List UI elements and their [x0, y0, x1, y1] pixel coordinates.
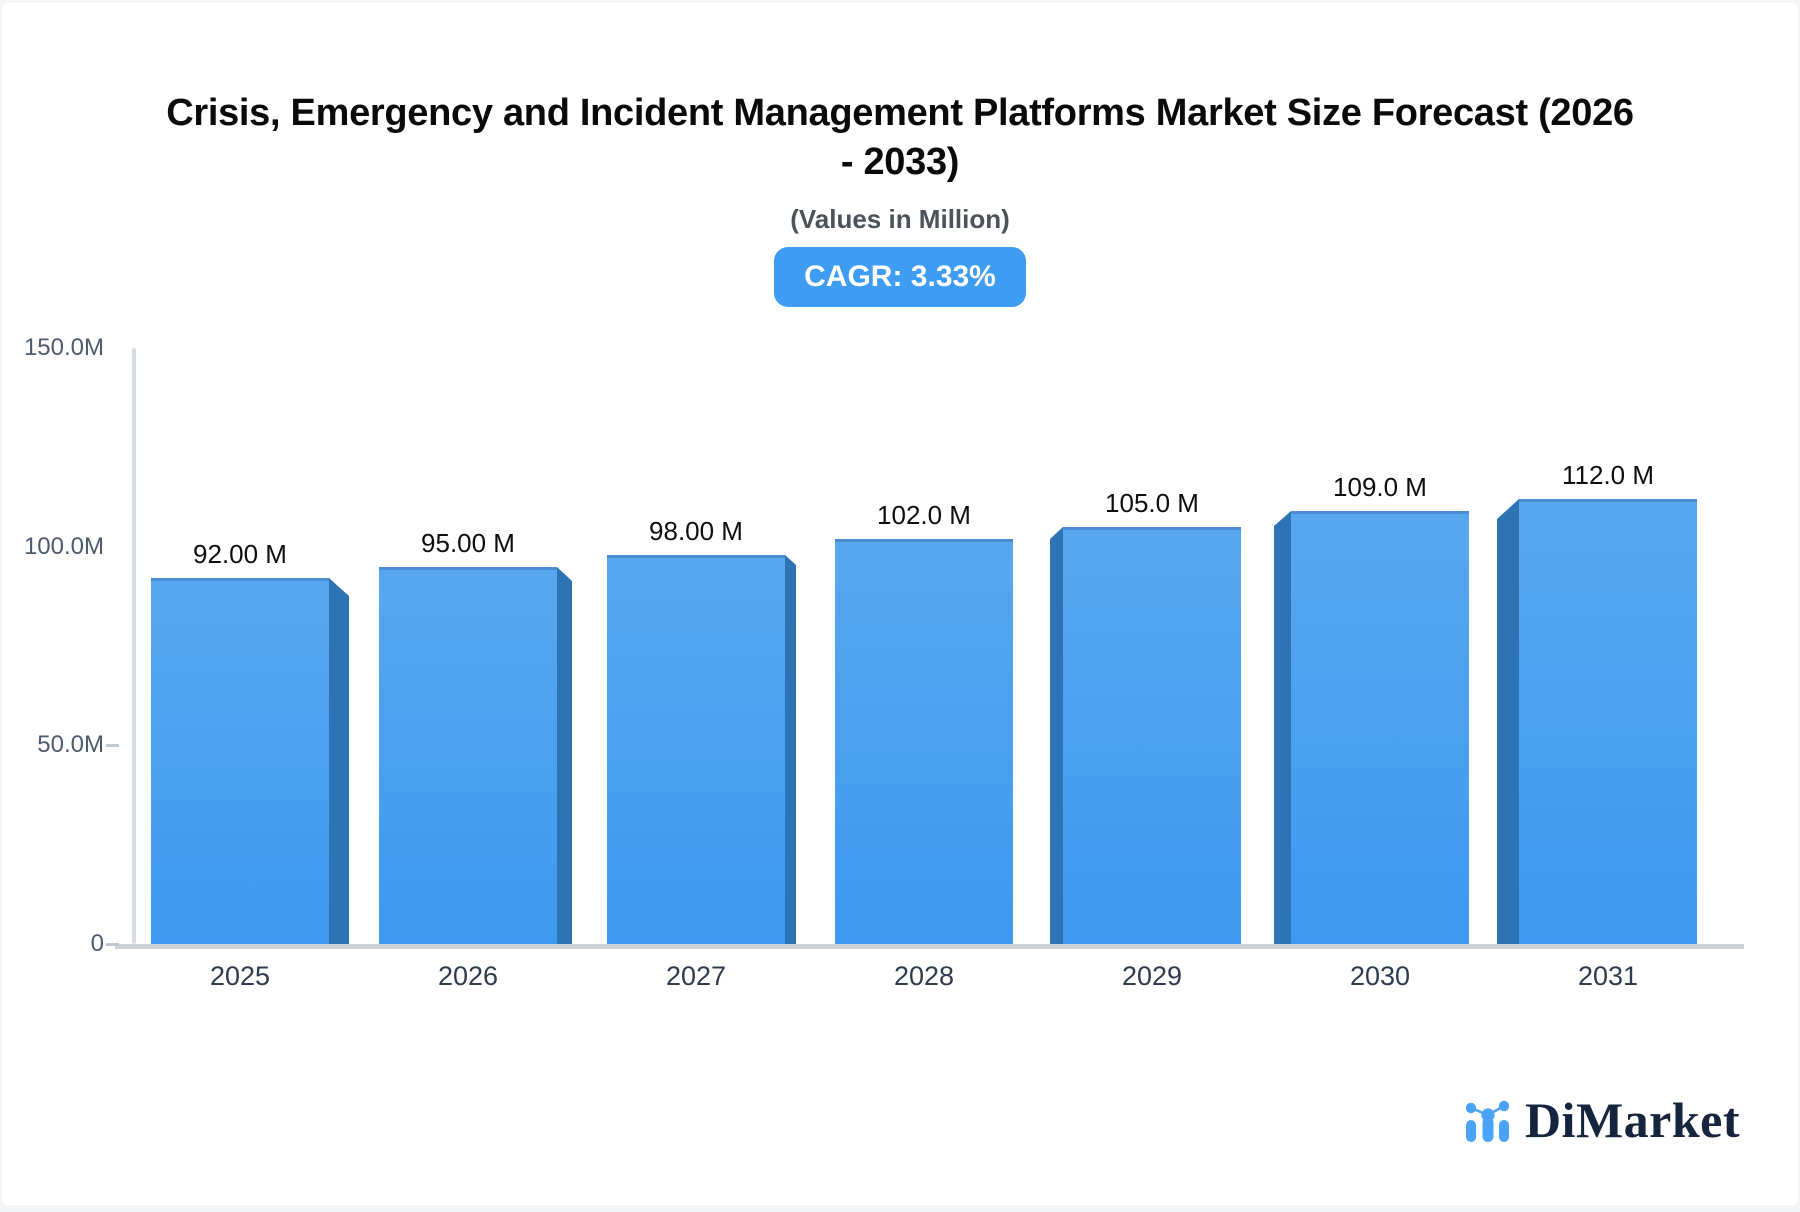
bar-2029[interactable]: 105.0 M: [1050, 488, 1241, 944]
y-axis-tick: [106, 744, 119, 748]
bar-side-face: [1497, 499, 1519, 944]
bar-side-face: [329, 578, 349, 944]
bar-face: [607, 555, 785, 944]
cagr-badge: CAGR: 3.33%: [774, 247, 1026, 308]
bar-side-face: [1274, 511, 1291, 944]
bar-side-face: [557, 567, 572, 944]
bar-value-label: 112.0 M: [1561, 460, 1655, 490]
x-axis-label-2028: 2028: [893, 961, 955, 991]
x-axis-label-2031: 2031: [1577, 961, 1639, 991]
x-axis-line: [115, 944, 1744, 949]
logo-text: DiMarket: [1524, 1092, 1740, 1148]
bar-2028[interactable]: 102.0 M: [835, 500, 1013, 944]
x-axis-label-2025: 2025: [209, 961, 271, 991]
bar-2027[interactable]: 98.00 M: [607, 516, 796, 944]
bar-value-label: 102.0 M: [877, 500, 971, 530]
bar-side-face: [1050, 527, 1063, 944]
x-axis-label-2027: 2027: [665, 961, 727, 991]
bar-2026[interactable]: 95.00 M: [379, 528, 572, 944]
y-axis-label-50.0M: 50.0M: [37, 731, 104, 759]
bar-2025[interactable]: 92.00 M: [151, 539, 349, 944]
bar-value-label: 105.0 M: [1105, 488, 1199, 518]
chart-subtitle: (Values in Million): [790, 204, 1010, 235]
dimarket-logo-icon: [1465, 1100, 1510, 1142]
bar-face: [151, 578, 329, 944]
chart-title: Crisis, Emergency and Incident Managemen…: [166, 92, 1634, 183]
x-axis-label-2026: 2026: [437, 961, 499, 991]
bar-face: [1519, 499, 1697, 944]
x-axis-label-2029: 2029: [1121, 961, 1183, 991]
plot-area: 150.0M 100.0M 50.0M 0 92.00 M 2025 95.00 M 2026…: [2, 3, 1798, 1205]
bar-face: [835, 539, 1013, 944]
y-axis-tick: [106, 943, 119, 946]
bar-face: [1063, 527, 1241, 944]
bar-value-label: 92.00 M: [193, 539, 287, 569]
bar-value-label: 98.00 M: [649, 516, 743, 546]
bar-2031[interactable]: 112.0 M: [1497, 460, 1697, 944]
chart-card: Crisis, Emergency and Incident Managemen…: [2, 3, 1798, 1205]
bar-side-face: [785, 555, 796, 944]
y-axis-label-100.0M: 100.0M: [23, 532, 104, 560]
brand-logo: DiMarket: [1464, 1095, 1740, 1145]
bar-value-label: 95.00 M: [421, 528, 515, 558]
y-axis-label-150.0M: 150.0M: [23, 334, 104, 361]
y-axis-label-0: 0: [90, 930, 104, 957]
x-axis-label-2030: 2030: [1349, 961, 1411, 991]
bar-face: [1291, 511, 1469, 944]
bar-2030[interactable]: 109.0 M: [1274, 472, 1469, 944]
bar-value-label: 109.0 M: [1333, 472, 1427, 502]
chart-header: Crisis, Emergency and Incident Managemen…: [2, 3, 1798, 308]
y-axis-line: [132, 348, 136, 944]
bar-face: [379, 567, 557, 944]
